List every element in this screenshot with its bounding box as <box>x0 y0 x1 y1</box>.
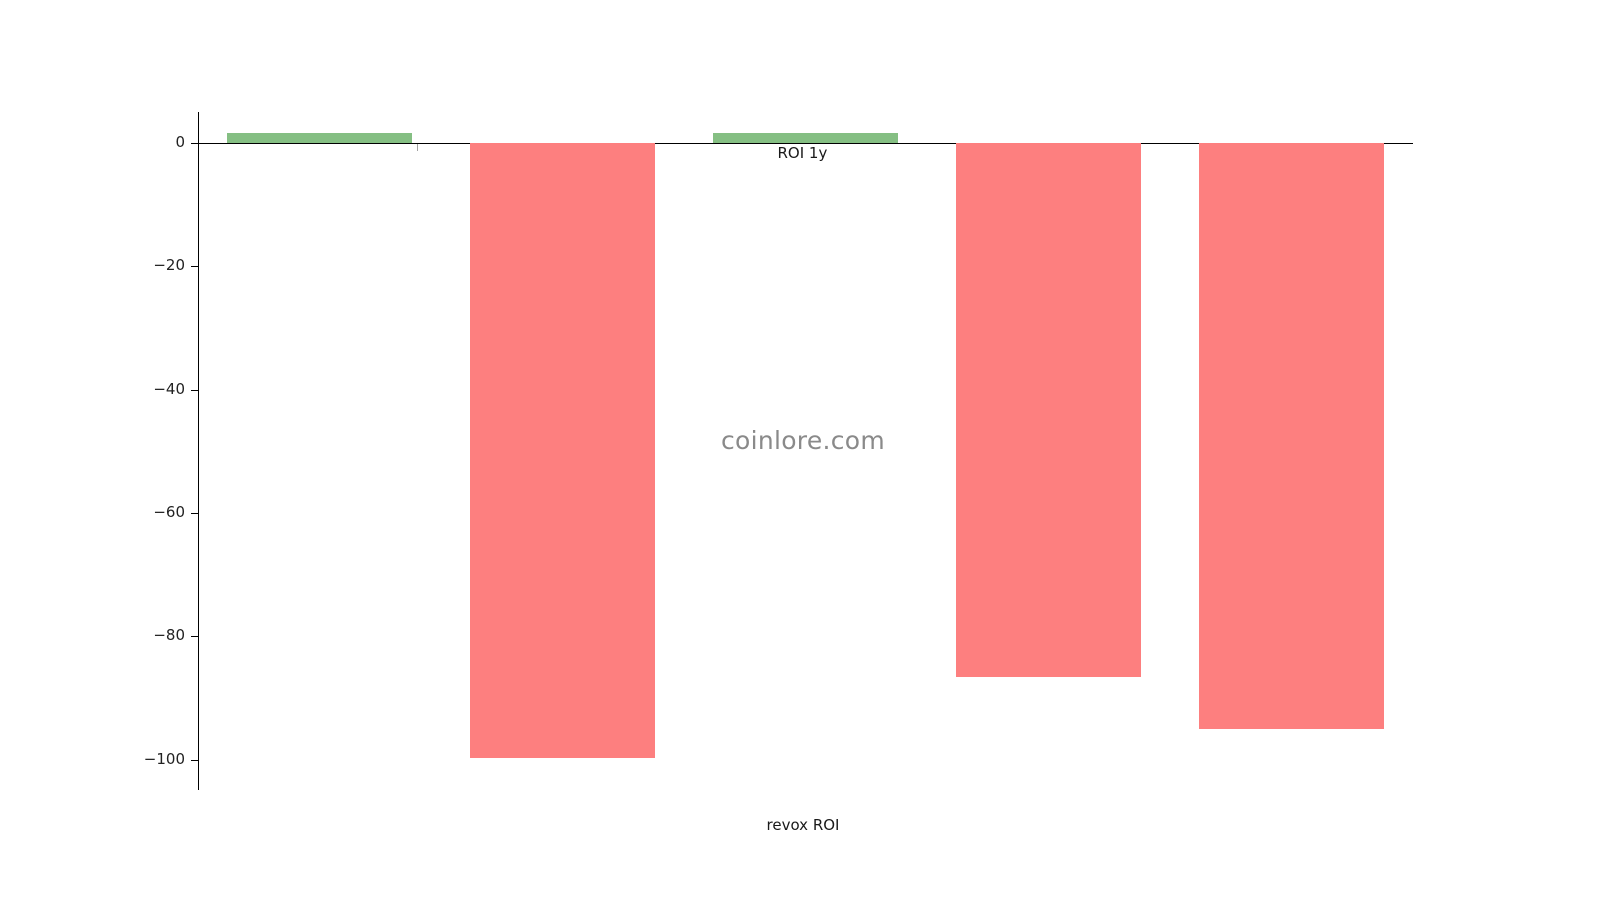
bar <box>1199 143 1384 729</box>
series-label: ROI 1y <box>777 144 828 162</box>
y-axis-tick <box>191 143 198 144</box>
bar <box>713 133 898 143</box>
y-axis-tick <box>191 512 198 514</box>
y-axis-tick <box>191 636 198 638</box>
x-axis-tick <box>417 144 418 151</box>
bar <box>227 133 412 143</box>
watermark: coinlore.com <box>0 428 1600 453</box>
watermark-text: coinlore.com <box>720 426 886 455</box>
y-axis-tick <box>191 389 198 391</box>
bar <box>470 143 655 759</box>
y-axis-spine <box>198 112 199 790</box>
y-axis-tick-label: −100 <box>143 749 185 768</box>
y-axis-tick-label: 0 <box>175 133 185 151</box>
x-axis-title-text: revox ROI <box>766 816 840 834</box>
x-axis-zero-line <box>198 143 1413 144</box>
y-axis-tick <box>191 266 198 268</box>
y-axis-tick-label: −20 <box>153 256 185 275</box>
y-axis-tick-label: −80 <box>153 626 185 645</box>
y-axis-tick <box>191 759 198 761</box>
y-axis-tick-label: −60 <box>153 502 185 521</box>
y-axis-tick-label: −40 <box>153 379 185 398</box>
x-axis-title: revox ROI <box>0 818 1600 833</box>
bar <box>956 143 1141 677</box>
